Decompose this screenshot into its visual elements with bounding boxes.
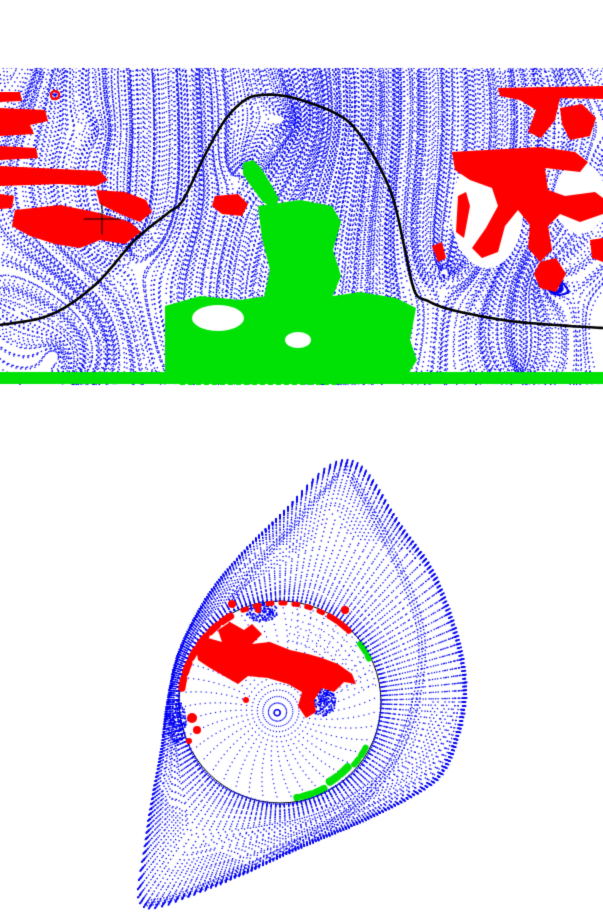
figure-root — [0, 0, 603, 915]
field-line-figure-canvas — [0, 0, 603, 915]
